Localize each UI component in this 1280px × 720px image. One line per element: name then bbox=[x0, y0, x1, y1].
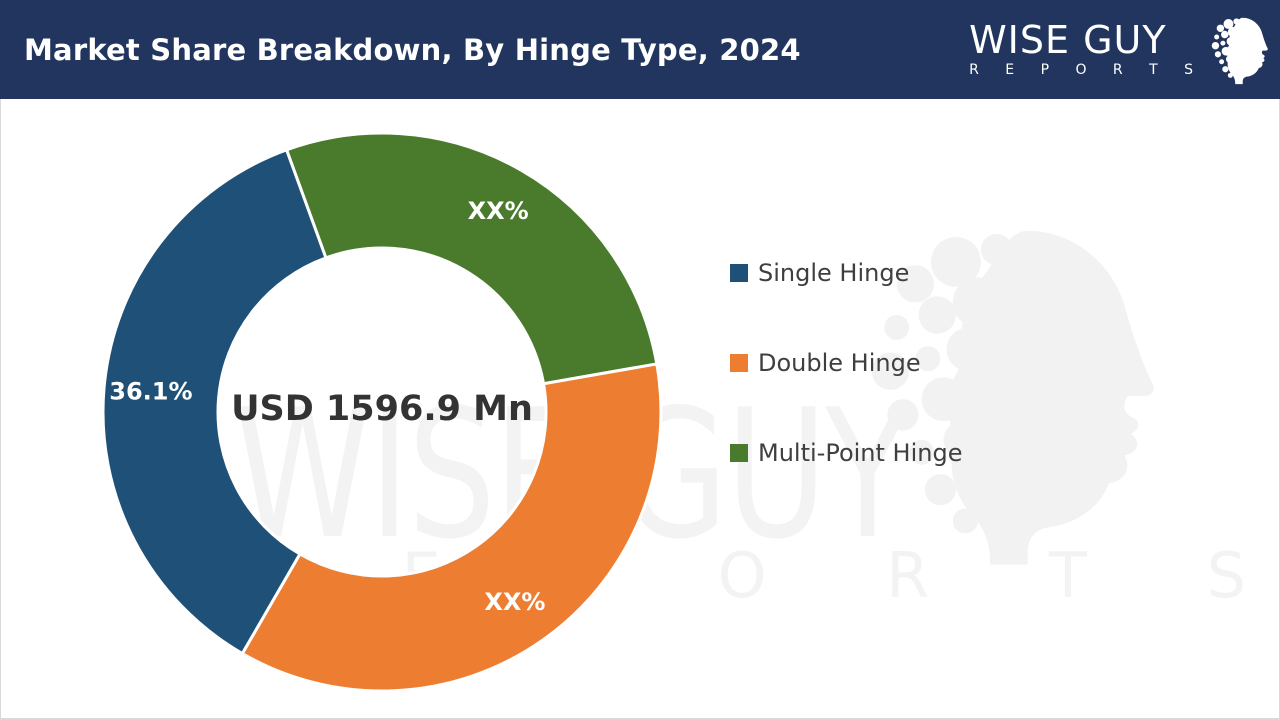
legend: Single Hinge Double Hinge Multi-Point Hing… bbox=[730, 99, 1050, 718]
donut-chart: XX% XX% 36.1% USD 1596.9 Mn bbox=[101, 131, 663, 693]
chart-area: WISE GUY R E P O R T S XX% XX% 36.1% USD 1… bbox=[0, 99, 1280, 720]
donut-slice-multi-point-hinge bbox=[285, 131, 659, 386]
header-bar: Market Share Breakdown, By Hinge Type, 2… bbox=[0, 0, 1280, 99]
legend-label: Double Hinge bbox=[758, 349, 921, 377]
legend-item: Single Hinge bbox=[730, 259, 910, 287]
legend-label: Single Hinge bbox=[758, 259, 910, 287]
legend-item: Double Hinge bbox=[730, 349, 921, 377]
brand-logo: WISE GUY R E P O R T S bbox=[969, 0, 1270, 99]
legend-swatch bbox=[730, 354, 748, 372]
donut-slice-single-hinge bbox=[101, 148, 328, 656]
slice-percentage-label: XX% bbox=[484, 588, 545, 616]
logo-wordmark-line1: WISE GUY bbox=[969, 18, 1167, 62]
legend-swatch bbox=[730, 264, 748, 282]
logo-wordmark-line2: R E P O R T S bbox=[969, 62, 1204, 78]
slice-percentage-label: 36.1% bbox=[109, 378, 192, 406]
legend-label: Multi-Point Hinge bbox=[758, 439, 963, 467]
donut-slice-double-hinge bbox=[240, 362, 663, 693]
legend-item: Multi-Point Hinge bbox=[730, 439, 963, 467]
legend-swatch bbox=[730, 444, 748, 462]
slice-percentage-label: XX% bbox=[468, 197, 529, 225]
logo-wordmark: WISE GUY R E P O R T S bbox=[969, 21, 1204, 78]
page-title: Market Share Breakdown, By Hinge Type, 2… bbox=[24, 32, 801, 67]
center-value-label: USD 1596.9 Mn bbox=[231, 389, 533, 429]
logo-face-icon bbox=[1211, 17, 1268, 84]
